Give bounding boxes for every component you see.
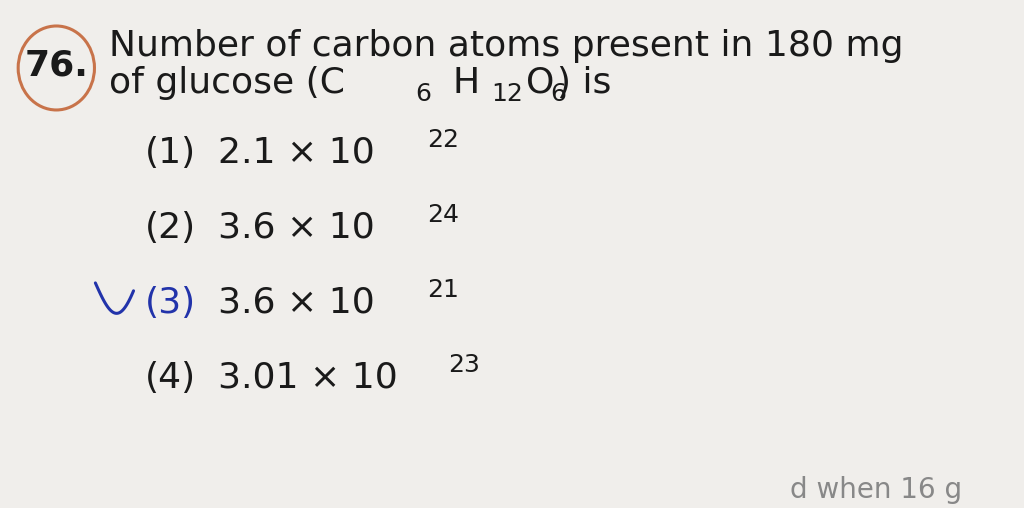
Text: 23: 23 [449,353,480,377]
Text: H: H [453,66,479,100]
Text: d when 16 g: d when 16 g [791,476,963,504]
Text: 6: 6 [415,82,431,106]
Text: 3.01 × 10: 3.01 × 10 [218,361,397,395]
Text: 22: 22 [428,128,460,152]
Text: 6: 6 [550,82,566,106]
Text: 3.6 × 10: 3.6 × 10 [218,211,375,245]
Text: O: O [526,66,555,100]
Text: 12: 12 [492,82,523,106]
Text: (2): (2) [145,211,197,245]
Text: 24: 24 [428,203,460,227]
Text: 2.1 × 10: 2.1 × 10 [218,136,375,170]
Text: (3): (3) [145,286,197,320]
Text: 76.: 76. [25,49,88,83]
Text: (4): (4) [145,361,197,395]
Text: 3.6 × 10: 3.6 × 10 [218,286,375,320]
Text: of glucose (C: of glucose (C [109,66,345,100]
Text: 21: 21 [428,278,460,302]
Text: (1): (1) [145,136,197,170]
Text: ) is: ) is [557,66,611,100]
Text: Number of carbon atoms present in 180 mg: Number of carbon atoms present in 180 mg [109,29,903,63]
